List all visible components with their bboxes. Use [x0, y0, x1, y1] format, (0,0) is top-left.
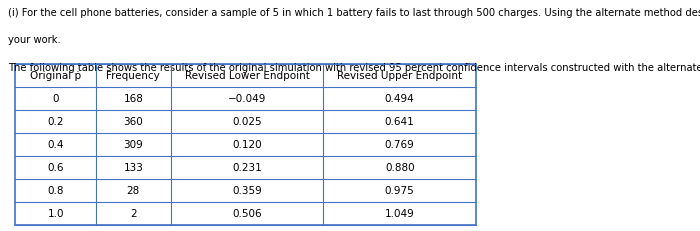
Text: your work.: your work. — [8, 35, 61, 45]
Text: (i) For the cell phone batteries, consider a sample of 5 in which 1 battery fail: (i) For the cell phone batteries, consid… — [8, 8, 700, 18]
Text: 0.975: 0.975 — [385, 185, 414, 195]
Text: 28: 28 — [127, 185, 140, 195]
Text: Frequency: Frequency — [106, 71, 160, 81]
Text: 309: 309 — [123, 140, 144, 150]
Text: 0.4: 0.4 — [48, 140, 64, 150]
Text: The following table shows the results of the original simulation with revised 95: The following table shows the results of… — [8, 62, 700, 72]
Text: 0.769: 0.769 — [385, 140, 414, 150]
Text: 1.049: 1.049 — [385, 208, 414, 218]
Text: 0.025: 0.025 — [232, 117, 262, 127]
Text: 0.120: 0.120 — [232, 140, 262, 150]
Text: Original ṗ: Original ṗ — [30, 71, 81, 81]
Text: 2: 2 — [130, 208, 136, 218]
Text: 0.359: 0.359 — [232, 185, 262, 195]
Text: 0.8: 0.8 — [48, 185, 64, 195]
Text: 0.880: 0.880 — [385, 163, 414, 173]
Text: −0.049: −0.049 — [228, 94, 266, 104]
Text: 360: 360 — [123, 117, 144, 127]
Text: Revised Upper Endpoint: Revised Upper Endpoint — [337, 71, 462, 81]
Text: 0.641: 0.641 — [385, 117, 414, 127]
Text: 1.0: 1.0 — [48, 208, 64, 218]
Text: 0.231: 0.231 — [232, 163, 262, 173]
FancyBboxPatch shape — [15, 65, 476, 225]
Text: 0.494: 0.494 — [385, 94, 414, 104]
Text: Revised Lower Endpoint: Revised Lower Endpoint — [185, 71, 309, 81]
Text: 0: 0 — [52, 94, 59, 104]
Text: 0.2: 0.2 — [48, 117, 64, 127]
Text: 168: 168 — [123, 94, 144, 104]
Text: 0.6: 0.6 — [48, 163, 64, 173]
Text: 0.506: 0.506 — [232, 208, 262, 218]
Text: 133: 133 — [123, 163, 144, 173]
